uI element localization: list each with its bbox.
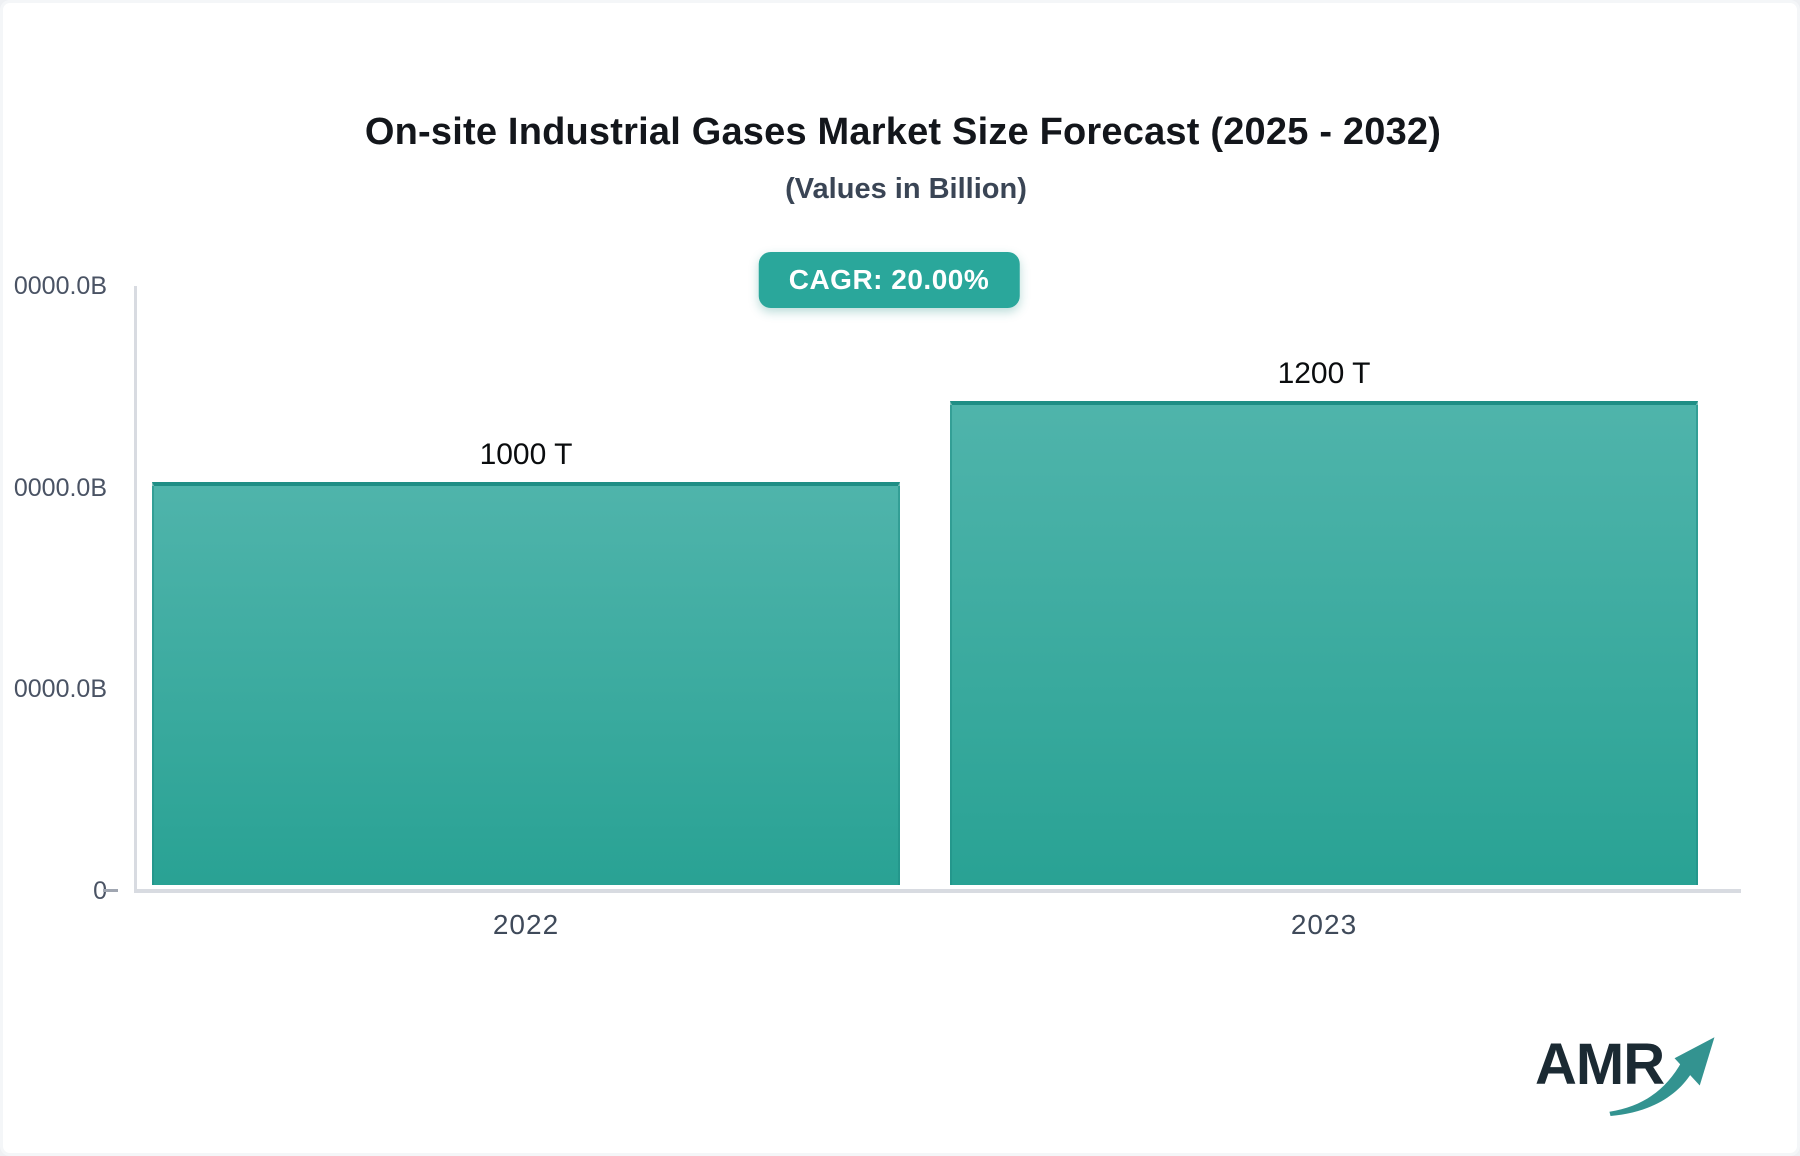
bar-2022: [152, 482, 900, 885]
y-axis-line: [134, 286, 137, 891]
bar-group-2022: 1000 T: [152, 438, 900, 885]
amr-logo[interactable]: AMR: [1535, 1031, 1745, 1121]
x-axis-line: [134, 889, 1741, 893]
bar-2023: [950, 401, 1698, 885]
chart-title: On-site Industrial Gases Market Size For…: [364, 111, 1442, 153]
cagr-badge-label: CAGR: 20.00%: [788, 264, 990, 295]
x-axis-label-2023: 2023: [1290, 909, 1358, 940]
amr-logo-text: AMR: [1535, 1032, 1665, 1097]
bar-group-2023: 1200 T: [950, 357, 1698, 885]
y-axis-tick-label: 0000.0B: [13, 272, 107, 300]
zero-tick-mark: [103, 889, 118, 892]
bar-value-label: 1000 T: [479, 438, 573, 471]
y-axis-tick-label: 0: [93, 877, 107, 905]
cagr-badge: CAGR: 20.00%: [758, 252, 1020, 308]
bar-value-label: 1200 T: [1277, 357, 1371, 390]
y-axis-tick-label: 0000.0B: [13, 675, 107, 704]
y-axis-tick-label: 0000.0B: [13, 473, 107, 502]
chart-subtitle: (Values in Billion): [785, 173, 1027, 205]
growth-arrow-icon: [1609, 1037, 1715, 1116]
x-axis-label-2022: 2022: [492, 909, 560, 940]
